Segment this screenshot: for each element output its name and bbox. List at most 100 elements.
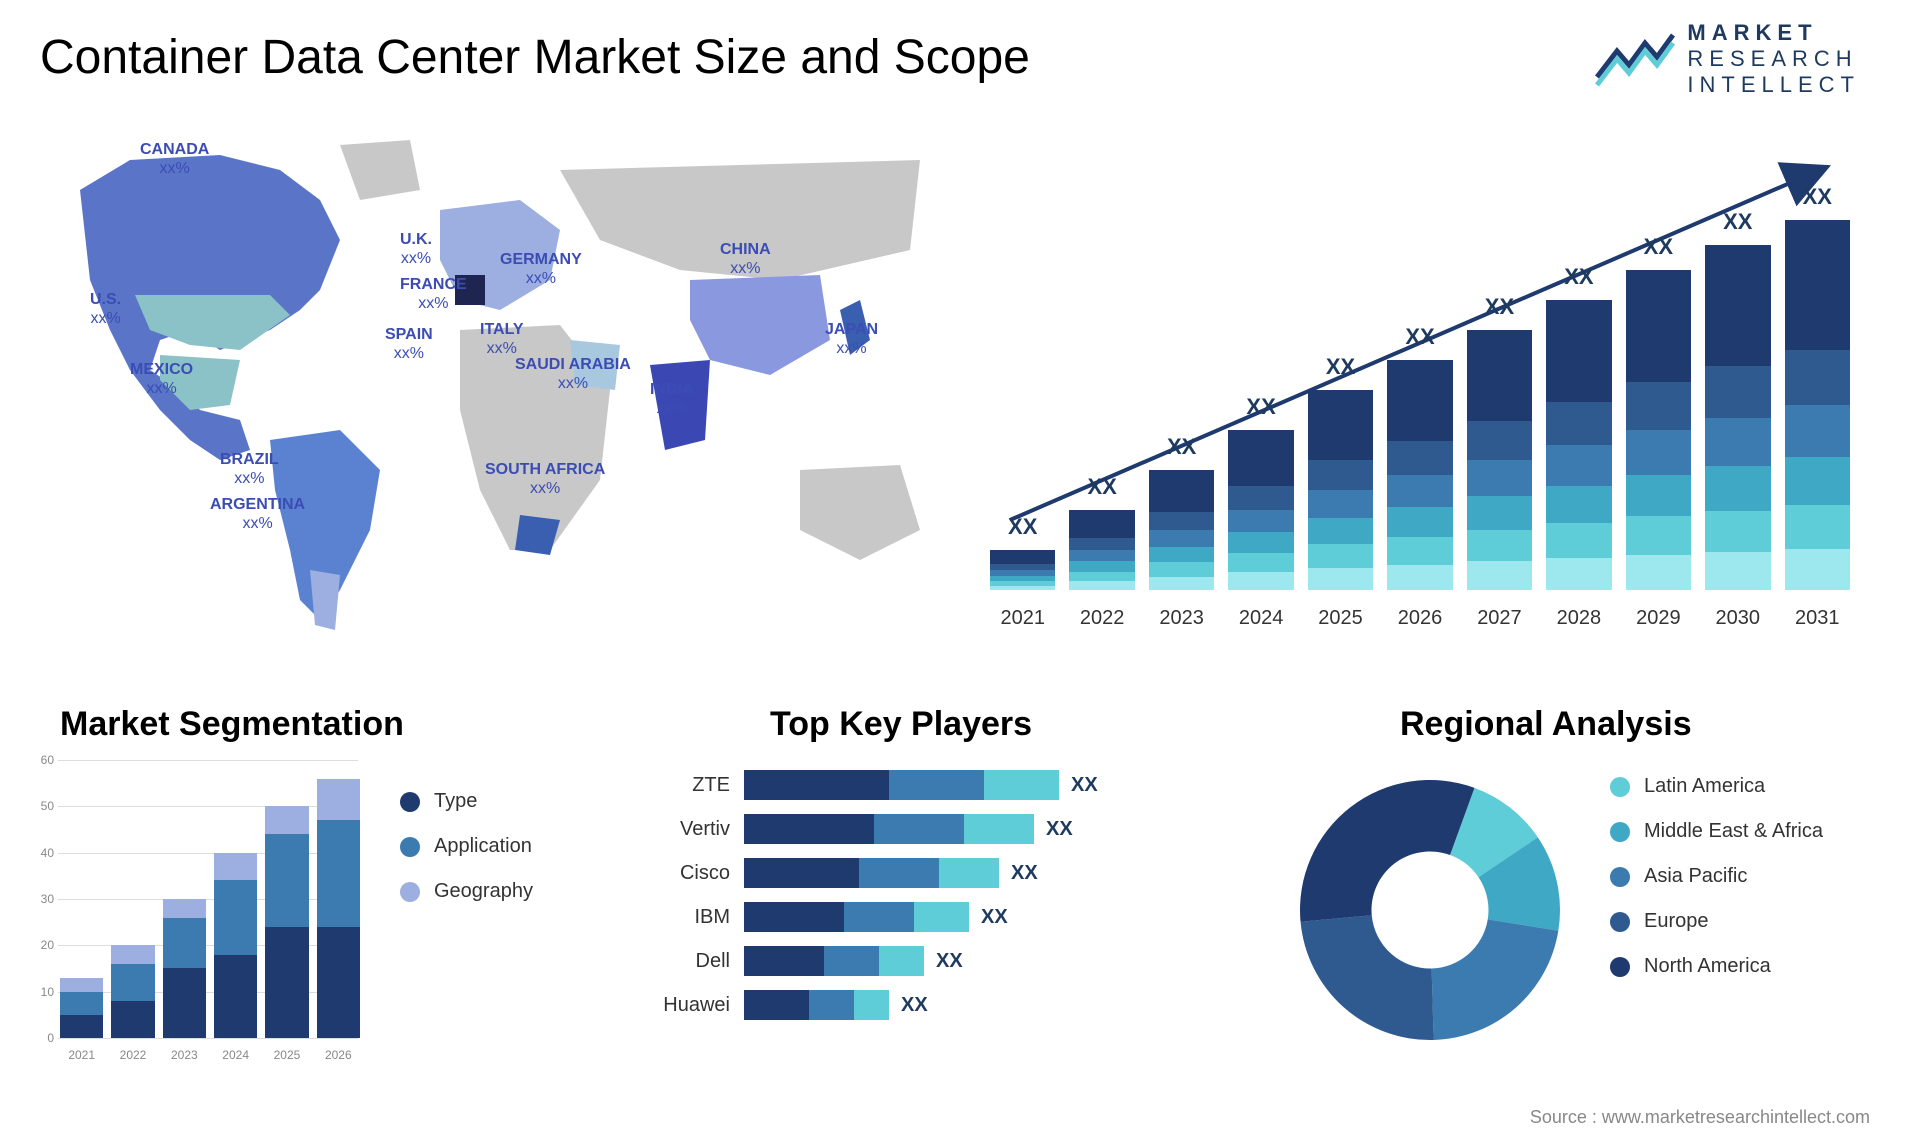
legend-item: Geography [400, 880, 600, 903]
growth-bar-segment [1228, 430, 1293, 486]
growth-bar-segment [1785, 457, 1850, 505]
region-argentina [310, 570, 340, 630]
player-bar-segment [879, 946, 924, 976]
legend-item: Type [400, 790, 600, 813]
player-bar-segment [939, 858, 999, 888]
growth-bar-segment [1387, 360, 1452, 441]
region-china [690, 275, 830, 375]
growth-bar-segment [1467, 330, 1532, 421]
legend-swatch [1610, 822, 1630, 842]
legend-item: Application [400, 835, 600, 858]
growth-bar-segment [1785, 405, 1850, 457]
map-label: FRANCExx% [400, 275, 467, 313]
player-bar-segment [744, 858, 859, 888]
growth-bar [1546, 300, 1611, 590]
legend-item: Latin America [1610, 775, 1870, 798]
growth-bar-segment [1228, 532, 1293, 553]
region-greenland [340, 140, 420, 200]
growth-year-label: 2029 [1626, 607, 1691, 630]
growth-bar-segment [1308, 544, 1373, 568]
player-bar [744, 946, 924, 976]
player-bar-segment [844, 902, 914, 932]
growth-bar-segment [1149, 530, 1214, 547]
segmentation-ytick: 10 [30, 985, 54, 999]
segmentation-bar-segment [265, 927, 308, 1038]
growth-bar-segment [1228, 510, 1293, 532]
segmentation-bar [317, 779, 360, 1038]
map-label: INDIAxx% [650, 380, 694, 418]
growth-bar-segment [1149, 547, 1214, 563]
growth-bar-segment [1705, 466, 1770, 511]
page-title: Container Data Center Market Size and Sc… [40, 30, 1030, 85]
donut-slice [1301, 915, 1434, 1040]
player-bar [744, 858, 999, 888]
player-bar-segment [874, 814, 964, 844]
logo-line1: MARKET [1687, 20, 1860, 46]
player-bar [744, 902, 969, 932]
growth-bar-segment [1228, 486, 1293, 510]
growth-bar-value: XX [1167, 434, 1196, 460]
growth-bar [1149, 470, 1214, 590]
player-name: IBM [630, 906, 730, 929]
growth-chart: 2021202220232024202520262027202820292030… [990, 160, 1850, 630]
growth-bar-segment [990, 550, 1055, 564]
segmentation-bar-segment [60, 992, 103, 1015]
player-bar-segment [744, 946, 824, 976]
growth-bar-segment [1626, 555, 1691, 590]
player-bar-segment [964, 814, 1034, 844]
segmentation-bar-segment [111, 945, 154, 964]
donut-slice [1432, 919, 1559, 1040]
growth-years: 2021202220232024202520262027202820292030… [990, 607, 1850, 630]
player-value: XX [936, 950, 963, 973]
growth-year-label: 2022 [1069, 607, 1134, 630]
player-bar [744, 770, 1059, 800]
growth-year-label: 2021 [990, 607, 1055, 630]
segmentation-xlabel: 2023 [163, 1048, 206, 1062]
map-label: BRAZILxx% [220, 450, 279, 488]
player-name: Huawei [630, 994, 730, 1017]
growth-bar-segment [1069, 572, 1134, 582]
segmentation-bar-segment [317, 927, 360, 1038]
segmentation-legend: Type Application Geography [400, 790, 600, 925]
logo: MARKET RESEARCH INTELLECT [1595, 20, 1860, 98]
player-bar-segment [914, 902, 969, 932]
growth-bar-value: XX [1008, 514, 1037, 540]
growth-bar [1228, 430, 1293, 590]
map-label: U.S.xx% [90, 290, 121, 328]
player-bar-segment [744, 902, 844, 932]
growth-bar-segment [1149, 577, 1214, 590]
growth-bar-segment [1546, 486, 1611, 524]
map-label: CANADAxx% [140, 140, 209, 178]
legend-item: North America [1610, 955, 1870, 978]
growth-bar-value: XX [1723, 209, 1752, 235]
segmentation-bar-segment [317, 779, 360, 821]
segmentation-bar-segment [163, 968, 206, 1038]
legend-item: Europe [1610, 910, 1870, 933]
growth-bar-segment [1069, 550, 1134, 561]
segmentation-ytick: 30 [30, 892, 54, 906]
segmentation-bar-segment [214, 880, 257, 954]
segmentation-bar-segment [163, 918, 206, 969]
player-name: ZTE [630, 774, 730, 797]
growth-bar-segment [1626, 516, 1691, 554]
growth-bar-segment [1467, 530, 1532, 561]
donut-slice [1300, 780, 1474, 922]
map-label: CHINAxx% [720, 240, 771, 278]
logo-line3: INTELLECT [1687, 72, 1860, 98]
growth-year-label: 2023 [1149, 607, 1214, 630]
growth-bar-segment [1467, 460, 1532, 496]
growth-bar [1387, 360, 1452, 590]
players-chart: ZTE XXVertiv XXCisco XXIBM XXDell XXHuaw… [630, 770, 1270, 1034]
player-value: XX [1071, 774, 1098, 797]
player-bar-segment [984, 770, 1059, 800]
growth-bar-segment [1308, 568, 1373, 590]
segmentation-ytick: 0 [30, 1031, 54, 1045]
player-bar-segment [809, 990, 854, 1020]
growth-bar-segment [1069, 581, 1134, 590]
growth-bar-segment [1387, 537, 1452, 565]
growth-year-label: 2030 [1705, 607, 1770, 630]
growth-bar [1785, 220, 1850, 590]
map-label: GERMANYxx% [500, 250, 582, 288]
legend-swatch [400, 882, 420, 902]
map-label: SAUDI ARABIAxx% [515, 355, 631, 393]
